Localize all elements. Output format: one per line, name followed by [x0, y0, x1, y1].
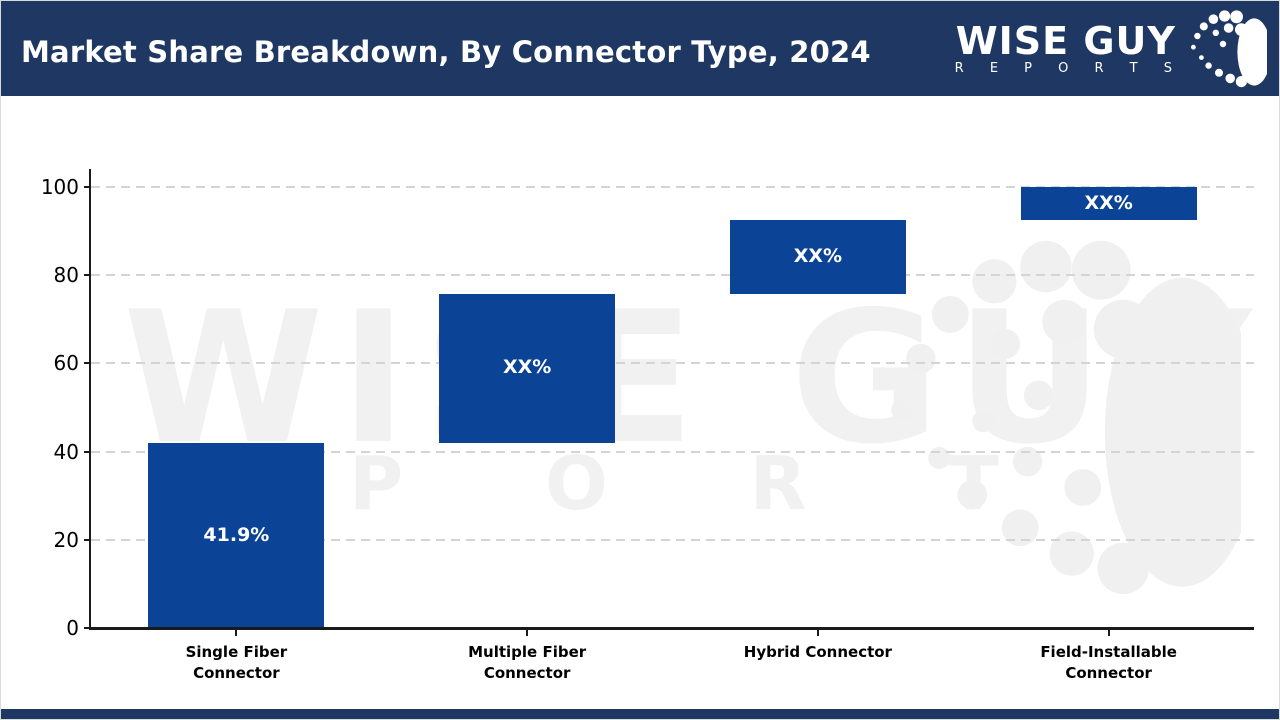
x-tick-mark	[235, 629, 238, 637]
wiseguy-face-icon	[1191, 9, 1267, 87]
brand-logo-text: WISE GUY R E P O R T S	[949, 22, 1183, 76]
page-title: Market Share Breakdown, By Connector Typ…	[21, 34, 871, 69]
x-category-label-line: Field-Installable	[1040, 643, 1177, 661]
x-category-label: Hybrid Connector	[673, 642, 963, 663]
gridline-20	[91, 538, 1254, 541]
x-category-label: Field-Installable Connector	[964, 642, 1254, 684]
bar-segment	[729, 220, 906, 294]
y-tick-mark	[84, 538, 91, 541]
x-axis	[89, 627, 1254, 630]
bar-segment	[148, 443, 325, 628]
y-tick-mark	[84, 362, 91, 365]
gridline-80	[91, 274, 1254, 277]
watermark-reports-text: P O R T S	[349, 441, 1252, 527]
y-tick-mark	[84, 186, 91, 188]
gridline-100	[91, 186, 1254, 188]
x-tick-mark	[1107, 629, 1110, 637]
watermark-face-icon	[891, 240, 1241, 595]
x-category-label: Single Fiber Connector	[91, 642, 381, 684]
y-tick-label: 80	[53, 263, 79, 288]
y-tick-mark	[84, 274, 91, 277]
footer-band	[1, 709, 1279, 719]
x-category-label: Multiple Fiber Connector	[382, 642, 672, 684]
y-tick-label: 0	[66, 615, 79, 640]
y-tick-label: 20	[53, 527, 79, 552]
y-tick-label: 60	[53, 351, 79, 376]
y-tick-label: 40	[53, 439, 79, 464]
bar-value-label: 41.9%	[203, 523, 270, 546]
brand-name: WISE GUY	[955, 19, 1176, 64]
x-tick-mark	[816, 629, 819, 637]
x-tick-mark	[526, 629, 529, 637]
x-category-label-line: Connector	[193, 664, 280, 682]
bar-value-label: XX%	[1084, 191, 1133, 214]
x-category-label-line: Multiple Fiber	[468, 643, 587, 661]
x-category-label-line: Connector	[1065, 664, 1152, 682]
x-category-label-line: Connector	[483, 664, 571, 682]
header-band: Market Share Breakdown, By Connector Typ…	[1, 1, 1279, 96]
y-axis	[89, 169, 91, 630]
brand-subtitle: R E P O R T S	[954, 61, 1183, 77]
bar-value-label: XX%	[502, 356, 552, 379]
y-tick-mark	[84, 626, 91, 629]
x-category-label-line: Hybrid Connector	[743, 643, 892, 661]
x-category-label-line: Single Fiber	[185, 643, 288, 661]
gridline-60	[91, 362, 1254, 365]
brand-logo: WISE GUY R E P O R T S	[949, 8, 1267, 92]
bar-segment	[439, 293, 616, 444]
bar-segment	[1020, 187, 1197, 221]
y-tick-mark	[84, 450, 91, 453]
gridline-40	[91, 450, 1254, 453]
bar-value-label: XX%	[793, 244, 843, 267]
y-tick-label: 100	[40, 175, 79, 199]
